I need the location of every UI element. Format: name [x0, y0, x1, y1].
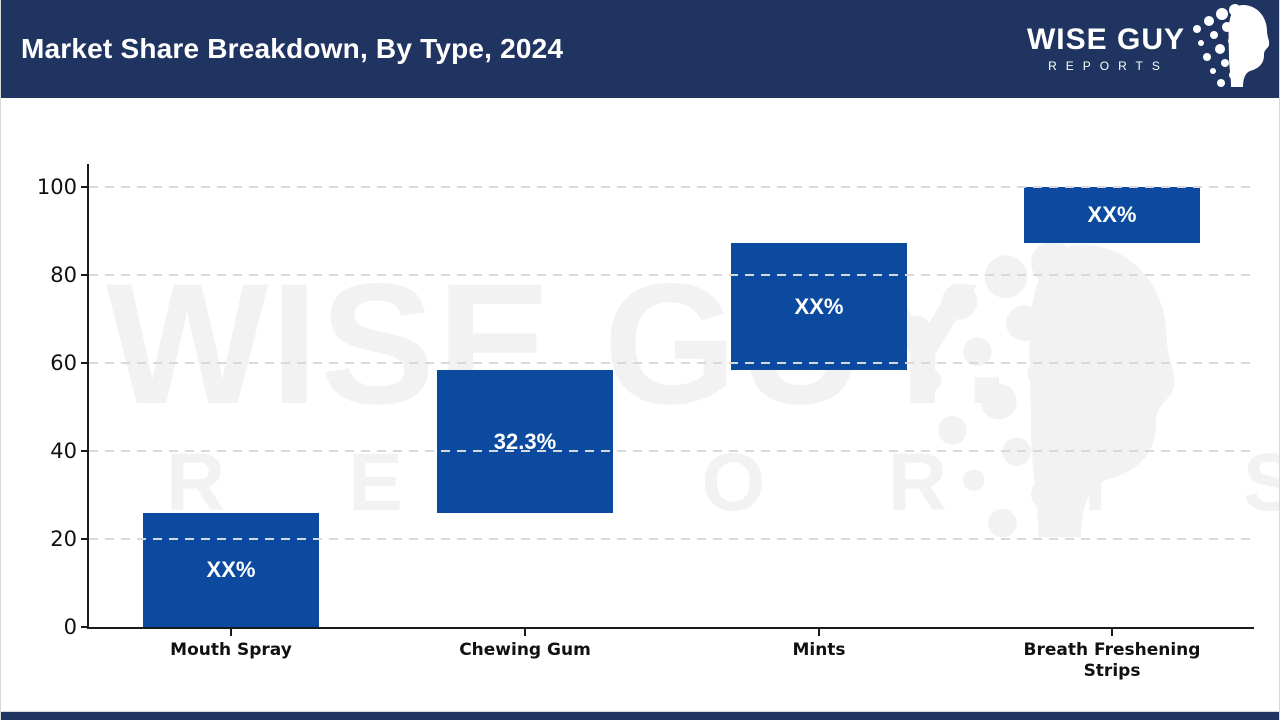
x-category-label-mints: Mints — [792, 640, 846, 660]
dotted-face-profile-icon — [1187, 3, 1271, 95]
brand-wordmark-line2: REPORTS — [1048, 59, 1169, 73]
x-tick-mark-mouth-spray — [230, 629, 232, 636]
gridline-80 — [89, 274, 1254, 276]
bar-mints — [731, 242, 907, 371]
bar-breath-freshening-strips — [1024, 187, 1200, 243]
y-tick-mark-80 — [81, 274, 88, 276]
y-tick-mark-100 — [81, 186, 88, 188]
bar-value-label-breath-freshening-strips: XX% — [1087, 201, 1137, 227]
x-category-label-chewing-gum: Chewing Gum — [459, 640, 591, 660]
gridline-20 — [89, 538, 1254, 540]
y-tick-label-0: 0 — [63, 615, 77, 639]
brand-wordmark-line1: WISE GUY — [1026, 23, 1185, 56]
y-tick-mark-0 — [81, 626, 88, 628]
y-tick-label-100: 100 — [36, 175, 77, 199]
x-axis-spine — [87, 627, 1254, 629]
x-tick-mark-chewing-gum — [524, 629, 526, 636]
footer-bar — [1, 711, 1279, 720]
dotted-face-profile-watermark-icon — [881, 222, 1181, 571]
gridline-40 — [89, 450, 1254, 452]
bar-mouth-spray — [143, 512, 319, 627]
y-axis-spine — [87, 164, 89, 629]
bar-value-label-chewing-gum: 32.3% — [493, 428, 557, 454]
x-category-label-breath-freshening-strips: Breath Freshening Strips — [1023, 640, 1201, 681]
y-tick-label-80: 80 — [50, 263, 77, 287]
y-tick-label-40: 40 — [50, 439, 77, 463]
y-tick-label-20: 20 — [50, 527, 77, 551]
y-tick-label-60: 60 — [50, 351, 77, 375]
bar-chewing-gum — [437, 370, 613, 513]
brand-logo: WISE GUY REPORTS — [1027, 0, 1271, 98]
y-tick-mark-40 — [81, 450, 88, 452]
x-tick-mark-breath-freshening-strips — [1111, 629, 1113, 636]
y-tick-mark-60 — [81, 362, 88, 364]
title-bar: Market Share Breakdown, By Type, 2024 WI… — [1, 0, 1279, 98]
y-tick-mark-20 — [81, 538, 88, 540]
bar-value-label-mouth-spray: XX% — [206, 556, 256, 582]
page-title: Market Share Breakdown, By Type, 2024 — [21, 33, 564, 64]
gridline-60 — [89, 362, 1254, 364]
x-tick-mark-mints — [818, 629, 820, 636]
bar-value-label-mints: XX% — [794, 293, 844, 319]
brand-wordmark: WISE GUY REPORTS — [1026, 23, 1185, 74]
gridline-100 — [89, 186, 1254, 188]
x-category-label-mouth-spray: Mouth Spray — [170, 640, 292, 660]
